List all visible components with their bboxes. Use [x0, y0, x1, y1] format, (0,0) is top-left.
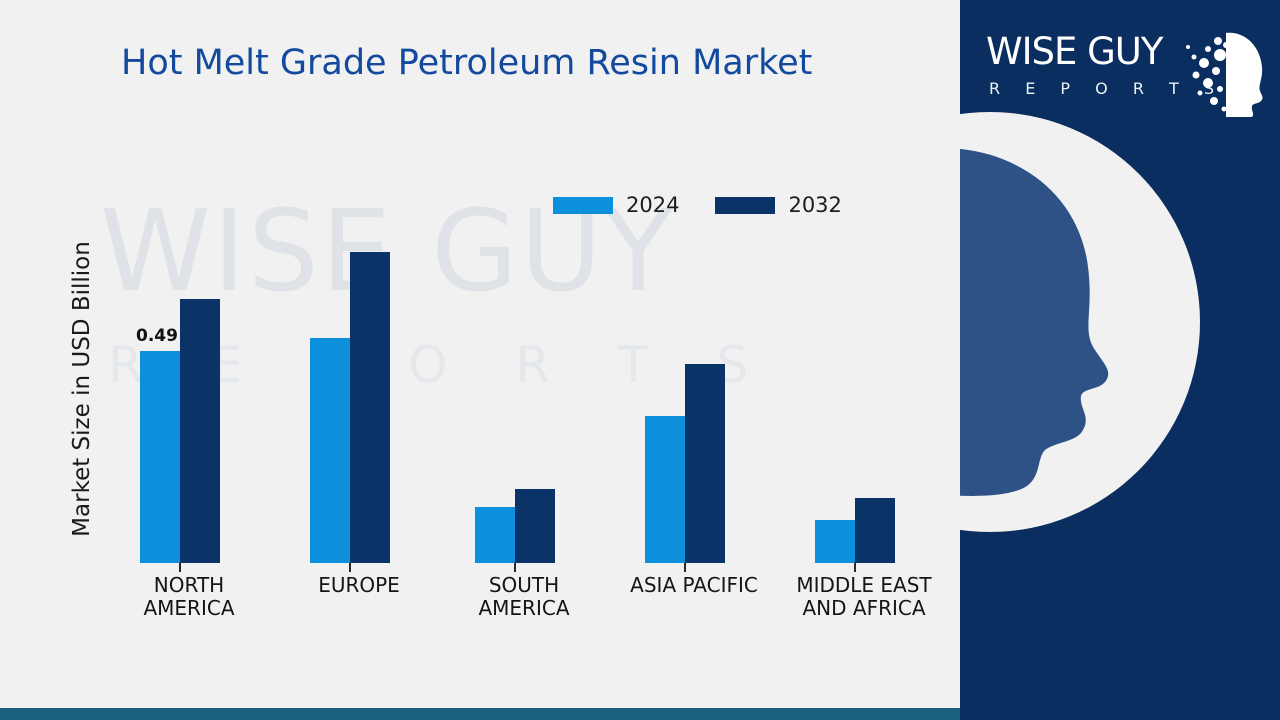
head-profile-graphic: [960, 148, 1109, 496]
brand-panel: WISE GUY R E P O R T S: [960, 0, 1280, 720]
bar-2024[interactable]: [310, 338, 350, 563]
legend-item-2032[interactable]: 2032: [715, 193, 842, 217]
bar-2032[interactable]: [180, 299, 220, 563]
bar-pair: [475, 230, 573, 563]
legend-label-2024: 2024: [626, 193, 680, 217]
brand-name-top: WISE GUY: [986, 30, 1163, 73]
bar-pair: [645, 230, 743, 563]
x-axis-tick: [854, 563, 856, 572]
bar-2032[interactable]: [515, 489, 555, 563]
bar-group: EUROPE: [310, 230, 408, 597]
brand-name-bottom: R E P O R T S: [989, 79, 1225, 98]
x-axis-tick: [349, 563, 351, 572]
bar-2024[interactable]: [140, 351, 180, 563]
chart-panel: WISE GUY R E P O R T S Hot Melt Grade Pe…: [0, 43, 960, 720]
x-axis-category-label: EUROPE: [318, 573, 400, 597]
x-axis-category-label: MIDDLE EAST AND AFRICA: [796, 573, 932, 621]
legend-item-2024[interactable]: 2024: [553, 193, 679, 217]
x-axis-tick: [514, 563, 516, 572]
bar-group: ASIA PACIFIC: [630, 230, 758, 597]
x-axis-category-label: NORTH AMERICA: [143, 573, 235, 621]
bar-2032[interactable]: [855, 498, 895, 563]
bar-2032[interactable]: [685, 364, 725, 563]
page-title: Hot Melt Grade Petroleum Resin Market: [121, 43, 813, 83]
bar-2024[interactable]: [645, 416, 685, 563]
chart-legend: 2024 2032: [553, 192, 842, 218]
bar-group: 0.49 NORTH AMERICA: [136, 230, 238, 620]
bar-pair: [310, 230, 408, 563]
x-axis-category-label: ASIA PACIFIC: [630, 573, 758, 597]
plot-area: 0.49 NORTH AMERICA EUROPE SOUTH AMERICA ASIA…: [120, 230, 940, 620]
bar-2024[interactable]: [815, 520, 855, 563]
bar-pair: [140, 230, 238, 563]
x-axis-tick: [179, 563, 181, 572]
bar-2032[interactable]: [350, 252, 390, 563]
bar-pair: [815, 230, 913, 563]
brand-logo: WISE GUY R E P O R T S: [986, 30, 1263, 123]
bar-group: MIDDLE EAST AND AFRICA: [796, 230, 932, 620]
bottom-accent-strip: [0, 708, 960, 720]
x-axis-tick: [684, 563, 686, 572]
bar-2024[interactable]: [475, 507, 515, 563]
legend-label-2032: 2032: [788, 193, 842, 217]
y-axis-label: Market Size in USD Billion: [69, 241, 95, 537]
head-profile-icon: [1186, 32, 1263, 117]
legend-swatch-2024: [553, 196, 613, 214]
x-axis-category-label: SOUTH AMERICA: [478, 573, 570, 621]
bar-value-label: 0.49: [136, 326, 178, 346]
bar-group: SOUTH AMERICA: [475, 230, 573, 620]
legend-swatch-2032: [715, 196, 776, 214]
